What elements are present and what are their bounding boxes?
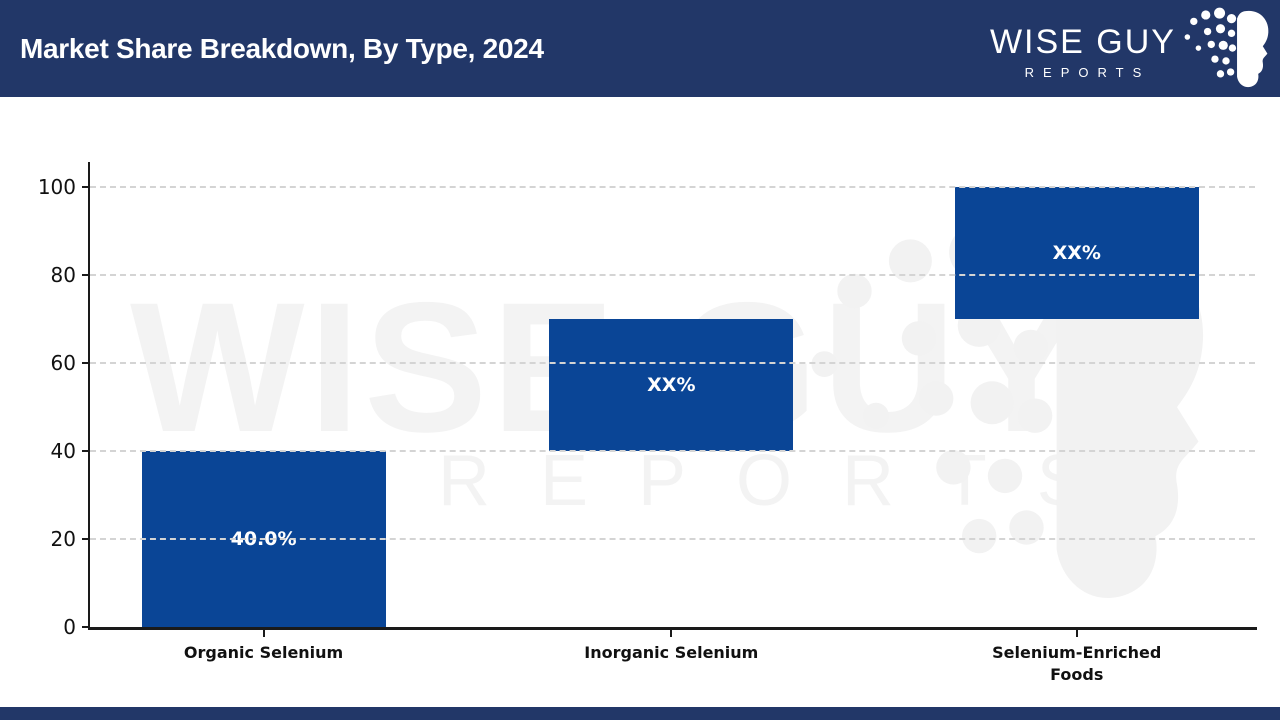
brand-head-icon — [1180, 6, 1272, 97]
header-bar: Market Share Breakdown, By Type, 2024 WI… — [0, 0, 1280, 97]
x-tick-mark — [670, 630, 673, 637]
bar-segment: XX% — [549, 319, 794, 451]
y-tick-label: 60 — [50, 351, 76, 375]
y-grid-line — [90, 538, 1255, 540]
x-category-label: Inorganic Selenium — [584, 643, 759, 662]
y-tick-label: 20 — [50, 527, 76, 551]
y-tick-mark — [82, 626, 90, 628]
y-axis-line — [88, 162, 90, 629]
y-tick-mark — [82, 186, 90, 188]
y-grid-line — [90, 274, 1255, 276]
x-tick-mark — [1075, 630, 1078, 637]
y-tick-label: 80 — [50, 263, 76, 287]
y-tick-mark — [82, 450, 90, 452]
bar-segment: XX% — [954, 187, 1199, 319]
bar-segment-text: XX% — [1052, 242, 1101, 264]
y-tick-mark — [82, 538, 90, 540]
x-category-label: Selenium-Enriched Foods — [992, 643, 1162, 684]
x-category-label: Organic Selenium — [183, 643, 344, 662]
y-grid-line — [90, 362, 1255, 364]
bar-segment-text: XX% — [647, 374, 696, 396]
y-grid-line — [90, 450, 1255, 452]
x-axis-line — [88, 627, 1257, 630]
y-tick-label: 0 — [63, 615, 76, 639]
page-title: Market Share Breakdown, By Type, 2024 — [20, 32, 544, 64]
brand-subtitle: REPORTS — [1024, 65, 1151, 80]
brand-name: WISE GUY — [989, 23, 1176, 61]
brand-logo-text: WISE GUY REPORTS — [990, 23, 1176, 80]
footer-bar — [0, 707, 1280, 720]
y-grid-line — [90, 186, 1255, 188]
x-tick-mark — [262, 630, 265, 637]
y-tick-label: 40 — [50, 439, 76, 463]
y-tick-mark — [82, 362, 90, 364]
y-tick-label: 100 — [37, 175, 76, 199]
brand-logo: WISE GUY REPORTS — [990, 6, 1272, 97]
plot-area: 40.0% XX% XX% 0 20 40 60 80 100 Organic Selenium I… — [0, 97, 1280, 720]
watermark-subtext: REPORTS — [438, 441, 1135, 521]
y-tick-mark — [82, 274, 90, 276]
